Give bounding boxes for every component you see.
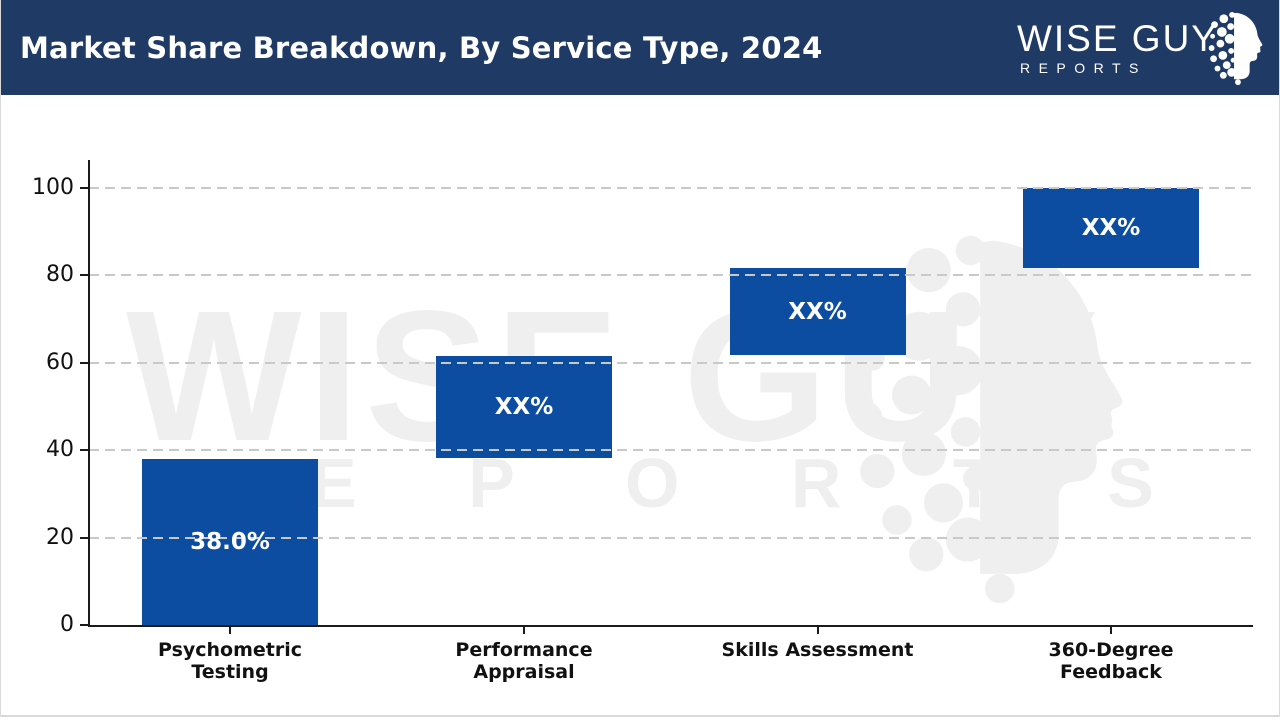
y-axis-tick xyxy=(80,624,88,626)
x-axis-tick xyxy=(229,627,231,634)
brand-logo: WISE GUY REPORTS xyxy=(1017,8,1280,88)
gridline xyxy=(89,449,1253,451)
y-tick-label: 100 xyxy=(32,174,74,200)
bar-value-label: XX% xyxy=(494,393,554,420)
bar xyxy=(1023,187,1199,268)
bar-value-label: 38.0% xyxy=(190,528,270,555)
y-tick-label: 0 xyxy=(60,612,74,637)
y-tick-label: 20 xyxy=(46,524,74,550)
page-title: Market Share Breakdown, By Service Type,… xyxy=(20,30,823,65)
x-axis-label: Skills Assessment xyxy=(721,639,914,661)
y-tick-label: 40 xyxy=(46,437,74,462)
bar xyxy=(436,355,612,458)
x-axis-tick xyxy=(1110,627,1112,634)
x-axis-tick xyxy=(816,627,819,634)
y-tick-label: 80 xyxy=(46,262,74,287)
bar xyxy=(142,458,318,625)
x-axis-label: Performance Appraisal xyxy=(455,639,593,683)
gridline xyxy=(89,536,1253,539)
bar xyxy=(729,268,906,356)
gridline xyxy=(89,186,1253,189)
y-axis-tick xyxy=(80,274,88,276)
bar-value-label: XX% xyxy=(788,298,847,325)
x-axis-label: 360-Degree Feedback xyxy=(1048,639,1174,683)
y-axis-tick xyxy=(80,186,88,189)
x-axis-label: Psychometric Testing xyxy=(157,639,303,683)
header-bar: Market Share Breakdown, By Service Type,… xyxy=(0,0,1280,95)
y-axis-tick xyxy=(80,449,88,451)
bar-value-label: XX% xyxy=(1081,214,1141,241)
x-axis-tick xyxy=(523,627,525,634)
y-axis xyxy=(88,160,90,626)
y-tick-label: 60 xyxy=(46,349,74,375)
brand-name: WISE GUY xyxy=(1016,18,1218,59)
x-axis xyxy=(88,625,1253,627)
brand-head-icon xyxy=(1206,10,1266,88)
brand-wordmark: WISE GUY REPORTS xyxy=(1017,20,1218,75)
gridline xyxy=(89,361,1253,364)
gridline xyxy=(89,274,1253,276)
y-axis-tick xyxy=(80,536,88,539)
y-axis-tick xyxy=(80,361,88,364)
brand-subtitle: REPORTS xyxy=(1019,60,1147,76)
